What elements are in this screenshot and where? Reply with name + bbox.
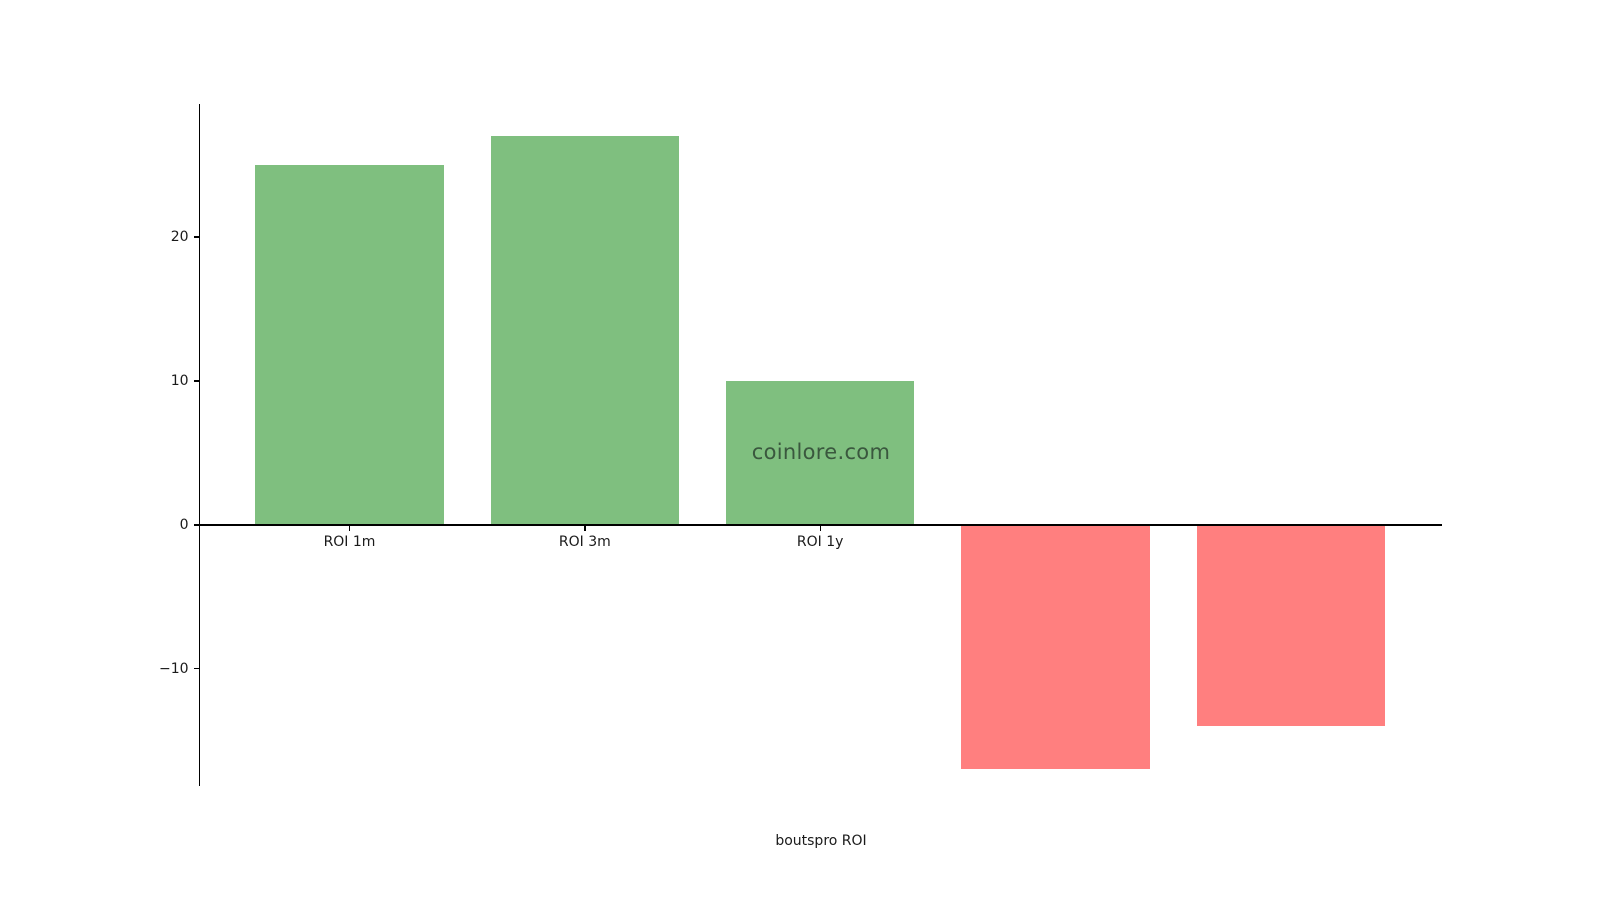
y-tick-label: −10	[159, 660, 189, 677]
y-tick-mark	[193, 236, 199, 238]
y-tick-label: 10	[170, 372, 189, 389]
y-tick-label: 0	[179, 516, 189, 533]
y-tick-mark	[193, 668, 199, 670]
y-tick-mark	[193, 380, 199, 382]
bar-roi-1y	[725, 380, 915, 525]
x-axis-zero-line	[200, 524, 1442, 526]
x-tick-mark	[584, 525, 586, 531]
watermark-text: coinlore.com	[751, 440, 891, 464]
x-tick-label-roi-1m: ROI 1m	[323, 533, 376, 550]
bar-roi-1m	[255, 165, 444, 525]
x-tick-label-roi-1y: ROI 1y	[796, 533, 844, 550]
x-tick-label-roi-3m: ROI 3m	[558, 533, 611, 550]
bar-neg-5	[1196, 525, 1386, 727]
x-tick-mark	[819, 525, 821, 531]
y-axis-spine	[198, 104, 200, 786]
bar-roi-3m	[490, 136, 680, 525]
bar-neg-4	[961, 525, 1150, 770]
y-tick-mark	[193, 524, 199, 526]
x-axis-label: boutspro ROI	[775, 833, 867, 849]
y-tick-label: 20	[170, 229, 189, 246]
x-tick-mark	[348, 525, 351, 531]
